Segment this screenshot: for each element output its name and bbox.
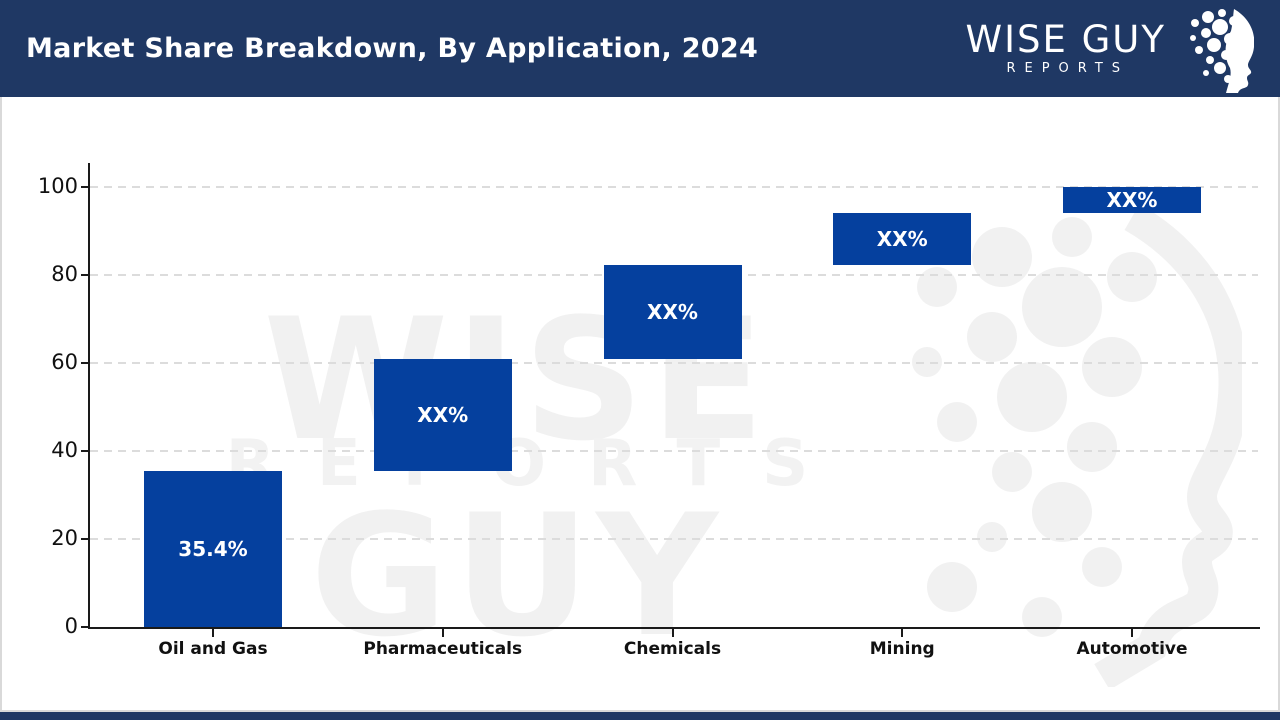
- x-category-label-4: Automotive: [1076, 639, 1188, 659]
- y-tick-60: [81, 362, 90, 364]
- gridline-20: [90, 538, 1258, 540]
- bar-oil-and-gas: 35.4%: [144, 471, 282, 627]
- y-tick-label-100: 100: [37, 174, 78, 198]
- bar-value-label: XX%: [417, 403, 469, 428]
- bar-value-label: XX%: [647, 300, 698, 325]
- page-title: Market Share Breakdown, By Application, …: [26, 33, 759, 64]
- y-tick-label-0: 0: [64, 614, 78, 638]
- x-tick-4: [1131, 629, 1133, 637]
- bar-pharmaceuticals: XX%: [373, 359, 512, 472]
- chart-canvas: WISE GUY REPORTS 0 20 40 60 80 100 35.4% Oil an…: [0, 97, 1280, 712]
- x-tick-3: [901, 629, 904, 637]
- x-category-label-1: Pharmaceuticals: [363, 639, 523, 659]
- bar-value-label: 35.4%: [178, 537, 248, 562]
- y-axis-line: [88, 163, 90, 629]
- bar-value-label: XX%: [1106, 188, 1158, 213]
- bar-chemicals: XX%: [603, 264, 742, 360]
- brand-name: WISE GUY: [965, 18, 1166, 61]
- y-tick-100: [81, 186, 90, 188]
- x-category-label-3: Mining: [869, 639, 935, 659]
- y-tick-label-60: 60: [51, 350, 78, 374]
- x-tick-1: [441, 629, 444, 637]
- x-tick-2: [671, 629, 674, 637]
- y-tick-label-40: 40: [51, 438, 78, 462]
- bar-value-label: XX%: [876, 227, 928, 252]
- gridline-60: [90, 362, 1258, 364]
- y-tick-20: [81, 538, 90, 540]
- brand-subtitle: REPORTS: [1006, 61, 1130, 76]
- header: Market Share Breakdown, By Application, …: [0, 0, 1280, 97]
- x-tick-0: [212, 629, 214, 637]
- watermark-head-icon: [912, 203, 1242, 687]
- brand-head-icon: [1190, 8, 1254, 93]
- gridline-40: [90, 450, 1258, 452]
- bar-mining: XX%: [833, 213, 972, 265]
- x-axis-line: [88, 627, 1260, 629]
- y-tick-40: [81, 450, 90, 452]
- watermark-subtext: REPORTS: [225, 427, 851, 501]
- x-category-label-0: Oil and Gas: [158, 639, 268, 659]
- x-category-label-2: Chemicals: [623, 639, 722, 659]
- brand-logo: WISE GUY REPORTS: [966, 5, 1254, 93]
- y-tick-label-20: 20: [51, 526, 78, 550]
- brand-logo-text: WISE GUY REPORTS: [965, 18, 1166, 77]
- footer-bar: [0, 712, 1280, 720]
- y-tick-80: [81, 274, 90, 276]
- y-tick-0: [81, 626, 90, 628]
- gridline-100: [90, 186, 1258, 188]
- bar-automotive: XX%: [1063, 187, 1201, 214]
- plot-area: 0 20 40 60 80 100 35.4% Oil and Gas XX% Pharmaceu…: [2, 97, 1280, 710]
- y-tick-label-80: 80: [51, 262, 78, 286]
